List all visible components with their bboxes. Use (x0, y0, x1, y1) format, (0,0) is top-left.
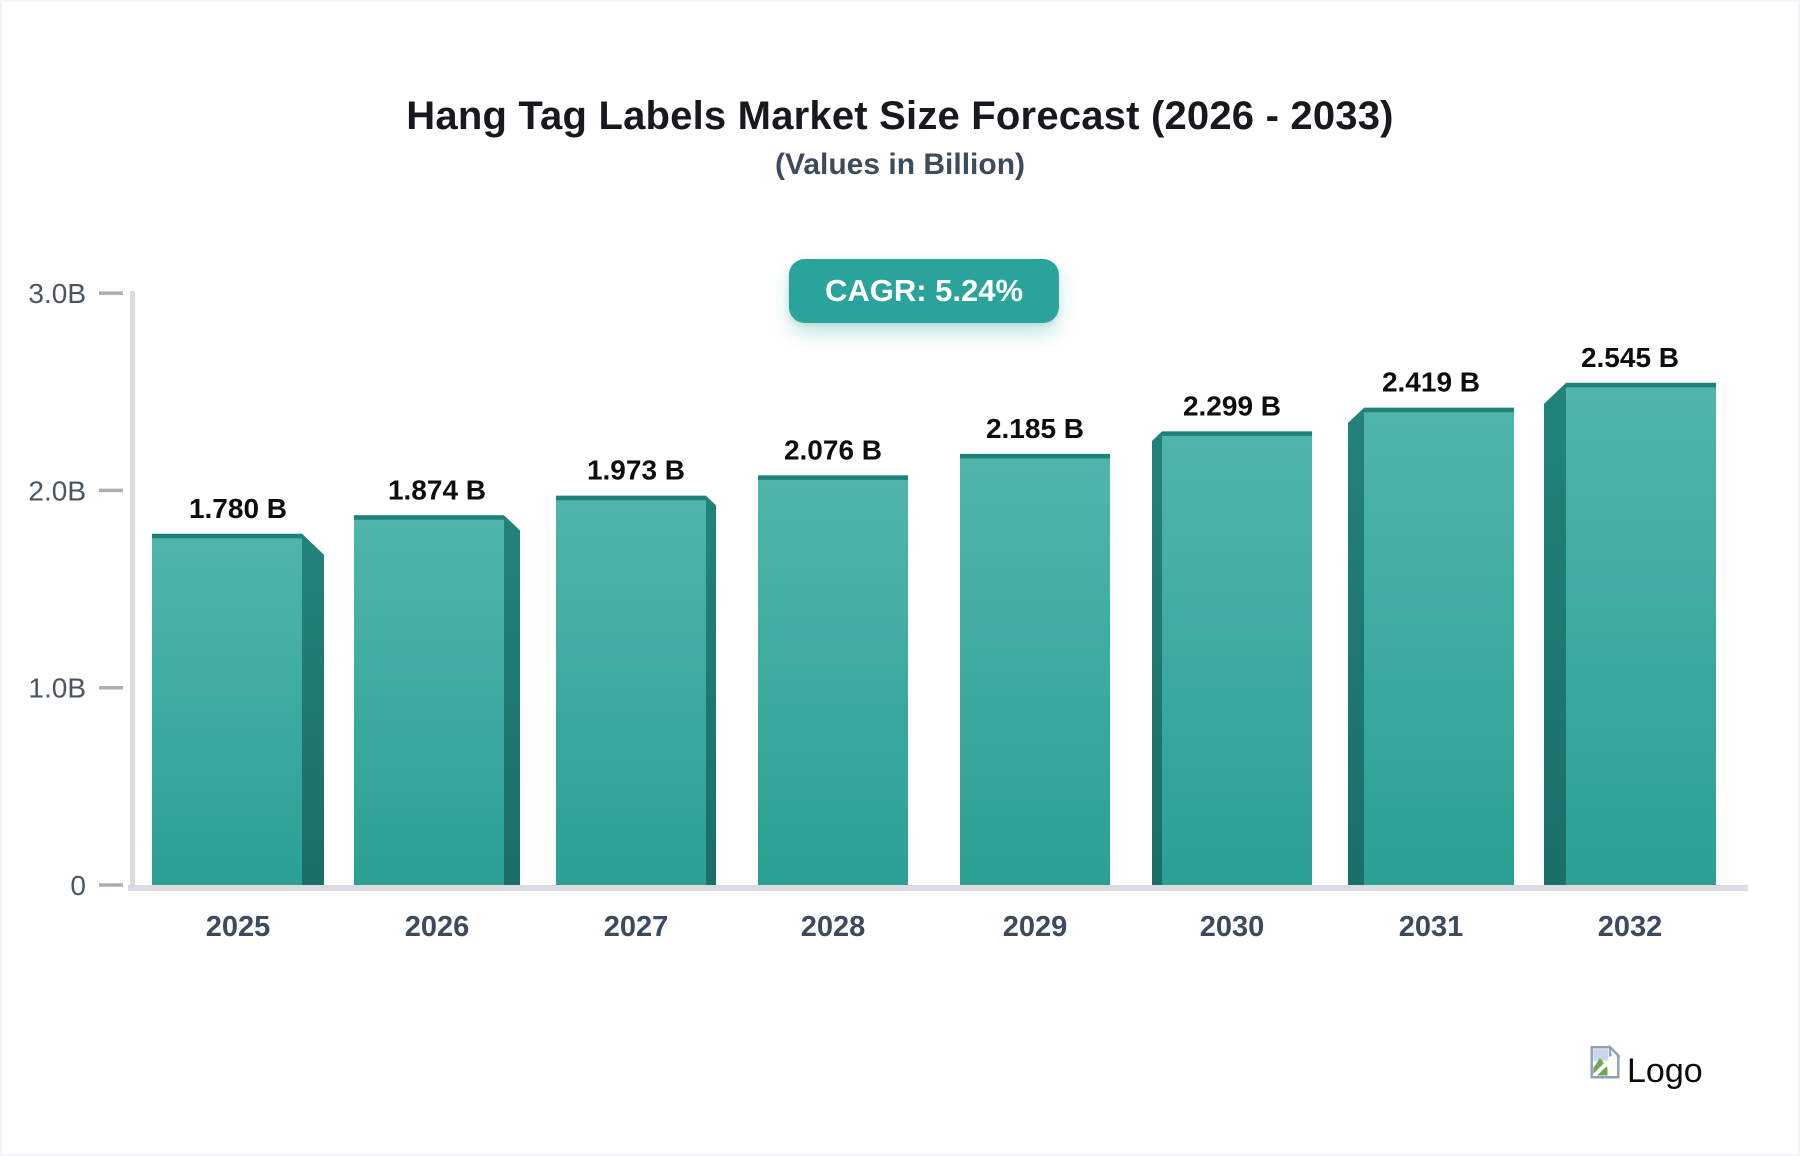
bar-top-edge (1364, 407, 1514, 413)
y-tick-label: 3.0B (28, 278, 86, 309)
bar-2029 (960, 453, 1110, 885)
x-axis-line (128, 885, 1748, 891)
bar-2028 (758, 475, 908, 885)
bar-2026 (354, 515, 504, 885)
chart-title: Hang Tag Labels Market Size Forecast (20… (406, 94, 1394, 138)
chart-subtitle: (Values in Billion) (774, 148, 1026, 181)
x-axis-label: 2025 (206, 911, 271, 943)
bar-value-label: 1.780 B (189, 493, 287, 524)
bar-value-label: 2.185 B (986, 413, 1084, 444)
x-axis-label: 2029 (1003, 911, 1068, 943)
bar-side-face (302, 533, 324, 885)
bar-side-face (504, 515, 520, 885)
bar-value-label: 1.874 B (388, 474, 486, 505)
bar-top-edge (354, 515, 504, 520)
logo: Logo (1585, 1042, 1703, 1090)
bar-2031 (1364, 407, 1514, 885)
bar-value-label: 2.299 B (1183, 390, 1281, 421)
x-axis-label: 2032 (1598, 911, 1663, 943)
x-axis-label: 2031 (1399, 911, 1464, 943)
x-axis-label: 2027 (604, 911, 669, 943)
bar-2025 (152, 533, 302, 885)
y-tick-label: 0 (70, 870, 86, 901)
bar-2027 (556, 495, 706, 885)
y-tick-label: 2.0B (28, 475, 86, 506)
bar-top-edge (960, 453, 1110, 459)
x-axis-label: 2030 (1200, 911, 1265, 943)
bar-value-label: 1.973 B (587, 455, 685, 486)
x-axis-label: 2028 (801, 911, 866, 943)
bar-2030 (1162, 431, 1312, 885)
x-axis-label: 2026 (405, 911, 470, 943)
bar-2032 (1566, 382, 1716, 885)
cagr-badge: CAGR: 5.24% (788, 259, 1060, 323)
broken-image-icon (1590, 1044, 1621, 1079)
bar-top-edge (152, 533, 302, 539)
bar-side-face (1152, 431, 1162, 885)
bar-side-face (706, 495, 716, 885)
bar-value-label: 2.419 B (1382, 367, 1480, 398)
bar-value-label: 2.545 B (1581, 342, 1679, 373)
bar-side-face (1348, 407, 1364, 885)
bar-side-face (1544, 382, 1566, 885)
bar-value-label: 2.076 B (784, 434, 882, 465)
bar-top-edge (556, 495, 706, 501)
bar-top-edge (758, 475, 908, 480)
y-tick-label: 1.0B (28, 673, 86, 704)
y-axis-line (130, 291, 135, 891)
logo-label: Logo (1627, 1052, 1703, 1090)
bar-top-edge (1566, 382, 1716, 388)
bar-top-edge (1162, 431, 1312, 436)
